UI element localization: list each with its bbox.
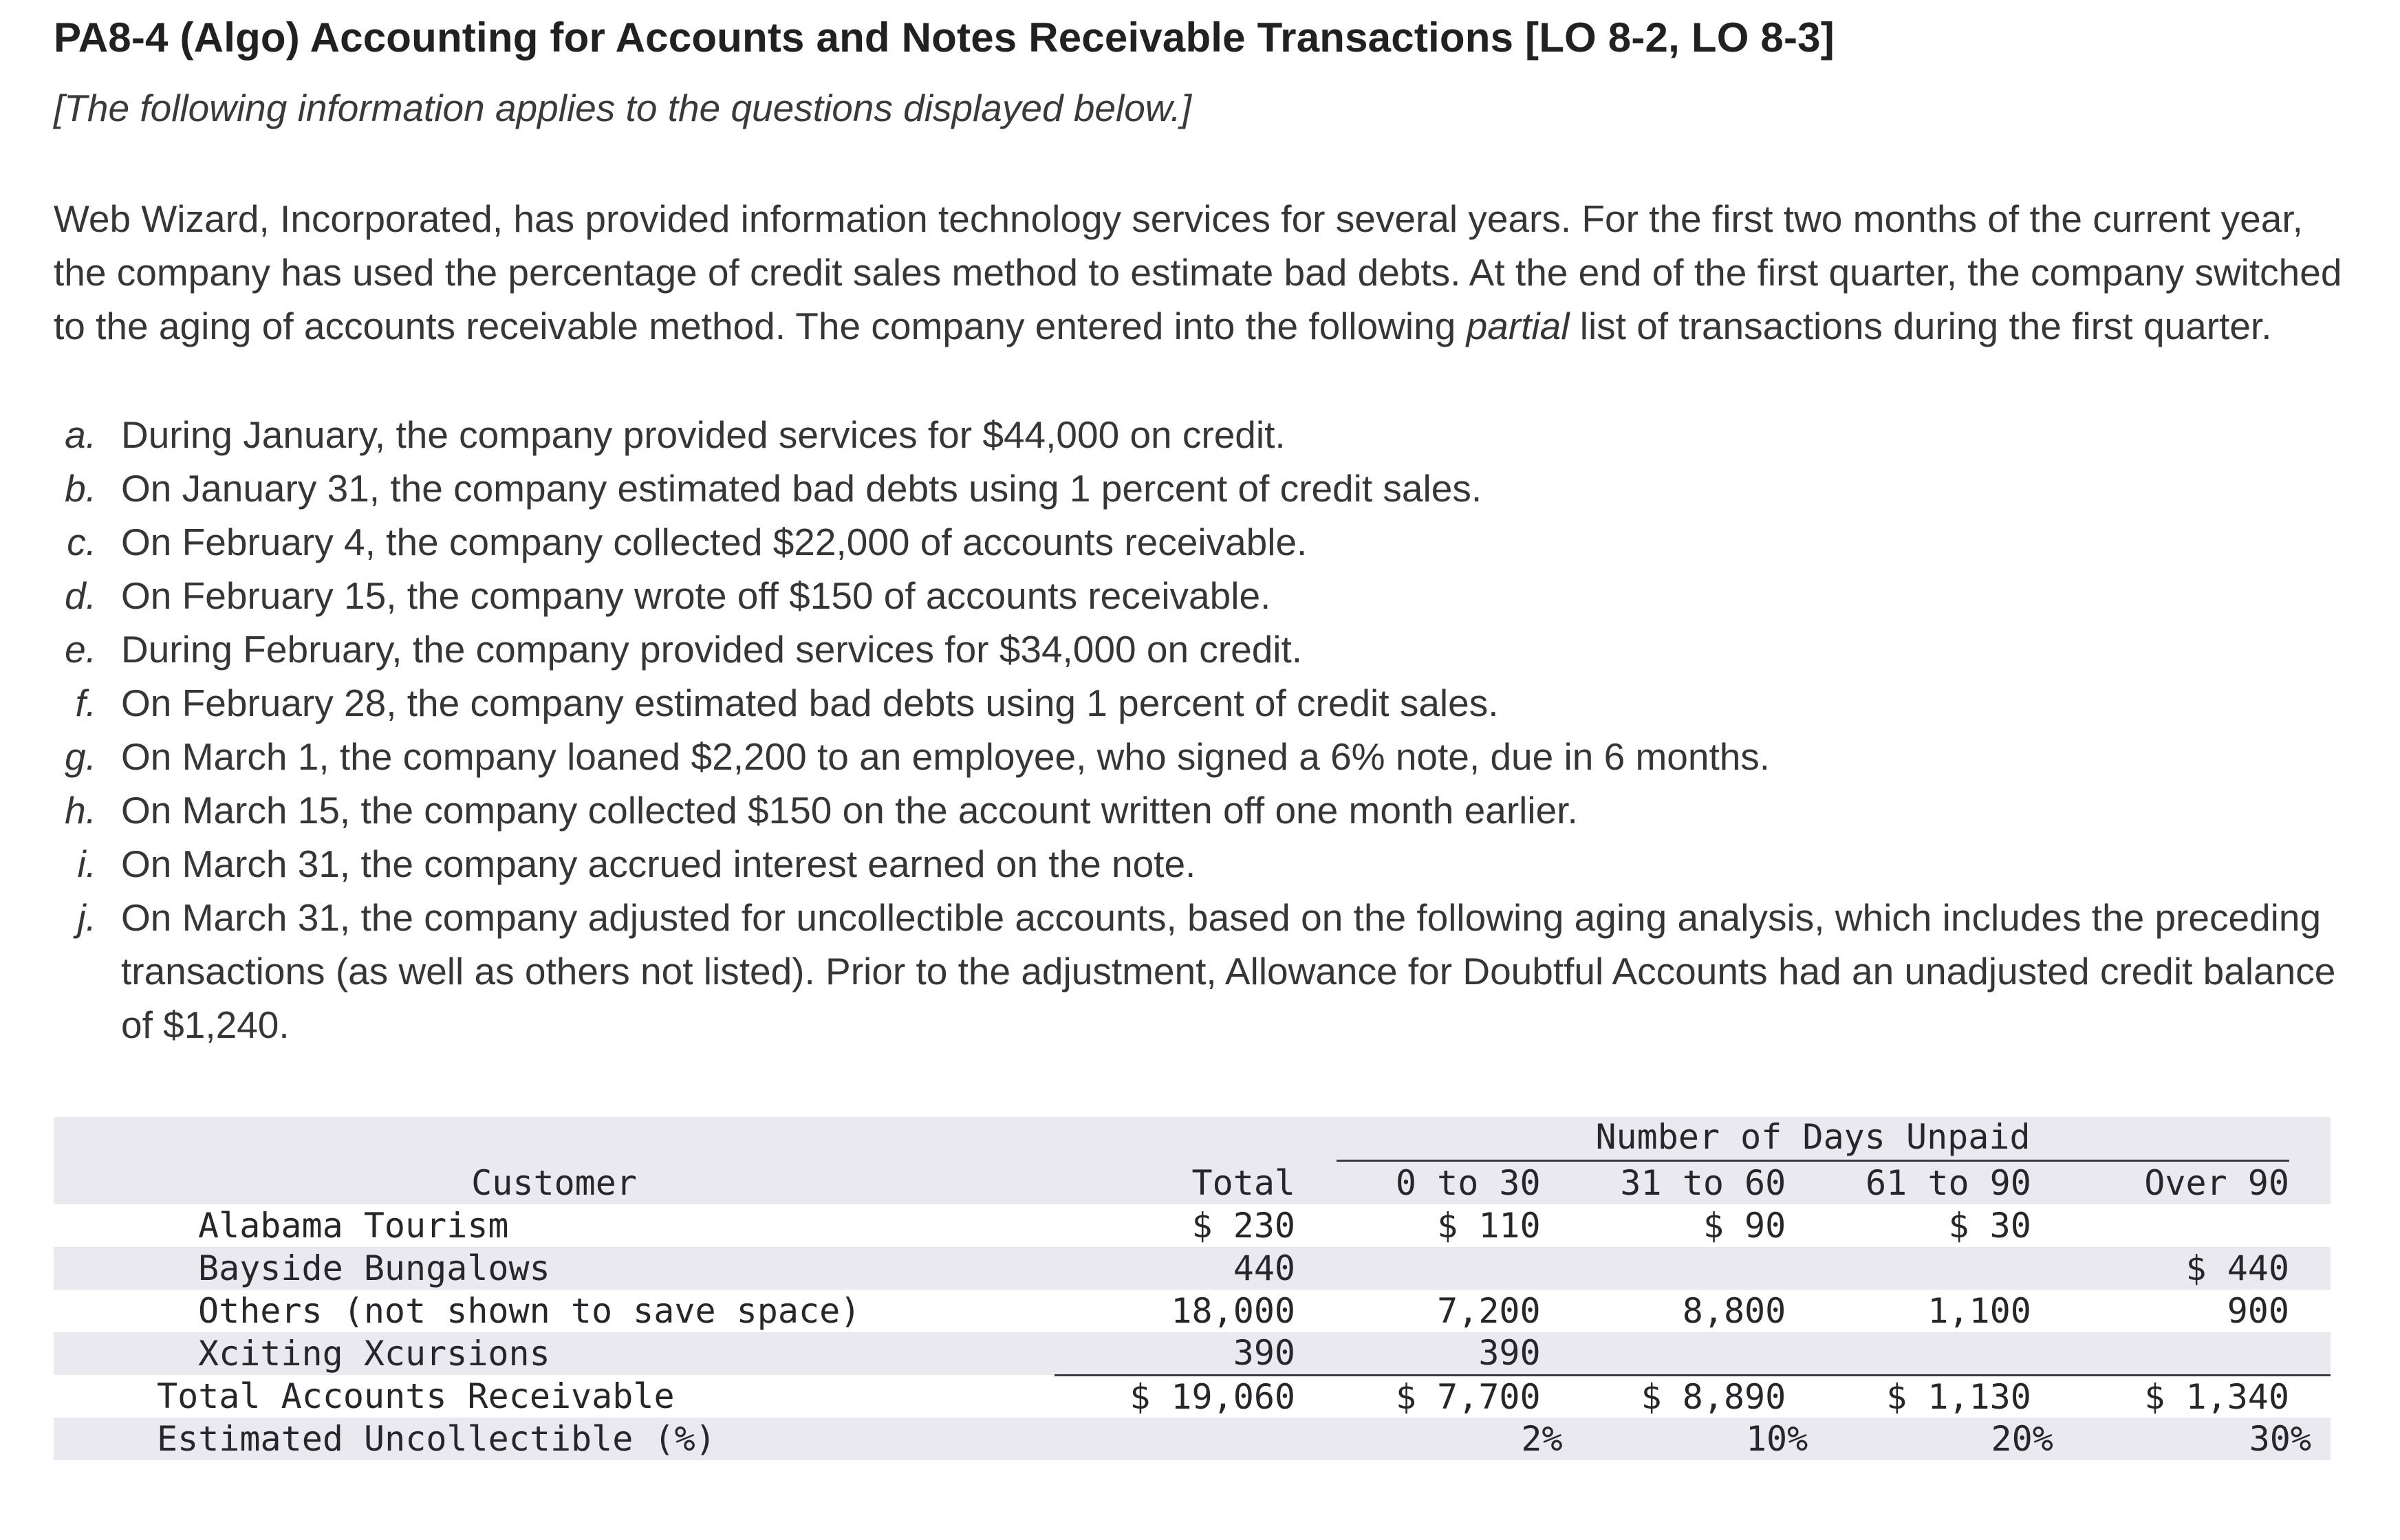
customer-name: Bayside Bungalows [198, 1248, 550, 1288]
column-header-customer: Customer [471, 1163, 637, 1203]
total-value: 390 [1233, 1333, 1296, 1374]
transaction-letter: c. [67, 521, 96, 563]
total-row-label: Total Accounts Receivable [157, 1376, 675, 1416]
transaction-text: On March 15, the company collected $150 … [121, 789, 1578, 832]
days-over-90-value: $ 440 [2185, 1248, 2289, 1288]
total-value [1055, 1418, 1337, 1460]
customer-name: Alabama Tourism [198, 1206, 509, 1246]
group-header-spacer [1055, 1117, 1337, 1162]
customer-name: Others (not shown to save space) [198, 1291, 861, 1331]
days-unpaid-group-header: Number of Days Unpaid [1337, 1117, 2331, 1162]
transaction-letter: j. [77, 896, 97, 939]
aging-column-header-row: Customer Total 0 to 30 31 to 60 61 to 90… [54, 1162, 2331, 1204]
transaction-item-i: i. On March 31, the company accrued inte… [54, 837, 2345, 891]
days-over-90-value [2073, 1204, 2331, 1247]
transaction-text: On February 4, the company collected $22… [121, 521, 1308, 563]
days-31-60-value: $ 90 [1702, 1206, 1786, 1246]
days-over-90-value: 900 [2227, 1291, 2289, 1331]
transaction-letter: i. [77, 843, 97, 885]
days-31-60-value: 8,800 [1682, 1291, 1786, 1331]
transaction-text: On February 15, the company wrote off $1… [121, 574, 1271, 617]
table-row-others: Others (not shown to save space) 18,000 … [54, 1290, 2331, 1332]
customer-name: Xciting Xcursions [198, 1334, 550, 1374]
transaction-text: On January 31, the company estimated bad… [121, 467, 1482, 510]
transaction-item-f: f. On February 28, the company estimated… [54, 676, 2345, 730]
transaction-letter: d. [65, 574, 96, 617]
intro-text-part2: list of transactions during the first qu… [1569, 305, 2272, 347]
days-61-90-value: 1,100 [1927, 1291, 2031, 1331]
intro-text-part1: Web Wizard, Incorporated, has provided i… [54, 197, 2342, 347]
transaction-text: On March 31, the company accrued interes… [121, 843, 1196, 885]
transaction-list: a. During January, the company provided … [54, 408, 2345, 1052]
days-0-30-value: 390 [1478, 1333, 1541, 1374]
table-row-bayside-bungalows: Bayside Bungalows 440 $ 440 [54, 1247, 2331, 1290]
transaction-item-e: e. During February, the company provided… [54, 622, 2345, 676]
days-61-90-value [1827, 1332, 2073, 1375]
days-61-90-value: $ 1,130 [1827, 1374, 2073, 1418]
total-value: 18,000 [1171, 1291, 1296, 1331]
transaction-letter: g. [65, 735, 96, 778]
total-value: 440 [1233, 1248, 1296, 1288]
transaction-text: On March 1, the company loaned $2,200 to… [121, 735, 1771, 778]
days-over-90-value: $ 1,340 [2072, 1374, 2331, 1418]
column-header-0-to-30: 0 to 30 [1395, 1163, 1541, 1203]
transaction-item-h: h. On March 15, the company collected $1… [54, 783, 2345, 837]
days-31-60-percent: 10% [1745, 1419, 1808, 1459]
transaction-letter: h. [65, 789, 96, 832]
days-61-90-percent: 20% [1991, 1419, 2053, 1459]
days-0-30-percent: 2% [1521, 1419, 1563, 1459]
table-row-total-accounts-receivable: Total Accounts Receivable $ 19,060 $ 7,7… [54, 1374, 2331, 1418]
transaction-text: During February, the company provided se… [121, 628, 1303, 671]
aging-table: Number of Days Unpaid Customer Total 0 t… [54, 1117, 2331, 1460]
total-value: $ 19,060 [1055, 1374, 1337, 1418]
transaction-item-a: a. During January, the company provided … [54, 408, 2345, 462]
transaction-item-d: d. On February 15, the company wrote off… [54, 569, 2345, 622]
transaction-letter: f. [75, 682, 96, 724]
column-header-61-to-90: 61 to 90 [1866, 1163, 2031, 1203]
days-31-60-value [1582, 1332, 1828, 1375]
aging-group-header-row: Number of Days Unpaid [54, 1117, 2331, 1162]
transaction-item-g: g. On March 1, the company loaned $2,200… [54, 730, 2345, 783]
days-over-90-value [2073, 1332, 2331, 1375]
transaction-letter: e. [65, 628, 96, 671]
total-value: $ 230 [1191, 1206, 1296, 1246]
applies-note: [The following information applies to th… [54, 87, 1192, 129]
column-header-over-90: Over 90 [2144, 1163, 2289, 1203]
group-header-spacer [54, 1117, 1055, 1162]
aging-analysis-section: Number of Days Unpaid Customer Total 0 t… [54, 1117, 2345, 1460]
intro-paragraph: Web Wizard, Incorporated, has provided i… [54, 192, 2345, 353]
days-0-30-value: $ 110 [1437, 1206, 1541, 1246]
transaction-text: During January, the company provided ser… [121, 413, 1286, 456]
days-61-90-value: $ 30 [1948, 1206, 2031, 1246]
problem-page: PA8-4 (Algo) Accounting for Accounts and… [54, 14, 2345, 1460]
column-header-total: Total [1191, 1163, 1296, 1203]
transaction-letter: b. [65, 467, 96, 510]
column-header-31-to-60: 31 to 60 [1620, 1163, 1786, 1203]
transaction-letter: a. [65, 413, 96, 456]
days-0-30-value: 7,200 [1437, 1291, 1541, 1331]
days-61-90-value [1827, 1247, 2073, 1290]
problem-title: PA8-4 (Algo) Accounting for Accounts and… [54, 14, 1835, 61]
transaction-item-j: j. On March 31, the company adjusted for… [54, 891, 2345, 1052]
days-0-30-value: $ 7,700 [1337, 1374, 1582, 1418]
table-row-xciting-xcursions: Xciting Xcursions 390 390 [54, 1332, 2331, 1375]
intro-italic-word: partial [1466, 305, 1570, 347]
days-0-30-value [1337, 1247, 1582, 1290]
table-row-alabama-tourism: Alabama Tourism $ 230 $ 110 $ 90 $ 30 [54, 1204, 2331, 1247]
days-unpaid-group-header-text: Number of Days Unpaid [1337, 1117, 2289, 1162]
transaction-item-c: c. On February 4, the company collected … [54, 515, 2345, 569]
transaction-text: On February 28, the company estimated ba… [121, 682, 1499, 724]
transaction-text: On March 31, the company adjusted for un… [121, 896, 2336, 1046]
table-row-estimated-uncollectible: Estimated Uncollectible (%) 2% 10% 20% 3… [54, 1418, 2331, 1460]
days-31-60-value: $ 8,890 [1581, 1374, 1828, 1418]
days-31-60-value [1582, 1247, 1828, 1290]
pct-row-label: Estimated Uncollectible (%) [157, 1419, 716, 1459]
days-over-90-percent: 30% [2249, 1419, 2311, 1459]
transaction-item-b: b. On January 31, the company estimated … [54, 462, 2345, 515]
